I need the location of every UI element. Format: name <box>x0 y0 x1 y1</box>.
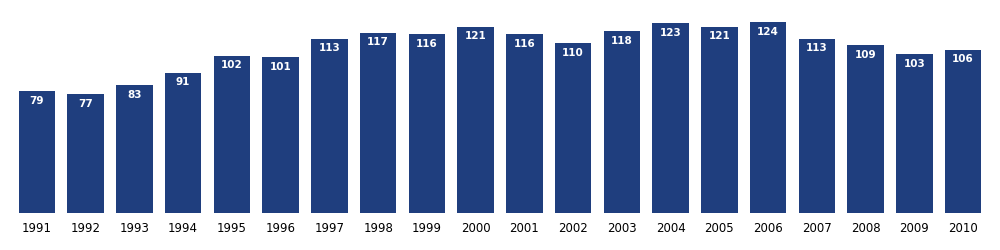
Bar <box>945 50 981 212</box>
Bar <box>165 73 201 212</box>
Bar <box>896 54 933 212</box>
Bar <box>847 45 884 212</box>
Bar <box>360 33 396 212</box>
Text: 113: 113 <box>318 44 340 54</box>
Text: 106: 106 <box>952 54 974 64</box>
Text: 121: 121 <box>465 31 486 41</box>
Bar <box>116 85 153 212</box>
Text: 102: 102 <box>221 60 243 70</box>
Text: 109: 109 <box>855 50 876 59</box>
Bar <box>457 26 494 212</box>
Text: 91: 91 <box>176 77 190 87</box>
Text: 79: 79 <box>30 96 44 106</box>
Bar <box>652 24 689 212</box>
Text: 117: 117 <box>367 37 389 47</box>
Bar <box>409 34 445 212</box>
Text: 113: 113 <box>806 44 828 54</box>
Text: 77: 77 <box>78 99 93 109</box>
Text: 110: 110 <box>562 48 584 58</box>
Text: 118: 118 <box>611 36 633 46</box>
Text: 123: 123 <box>660 28 682 38</box>
Text: 101: 101 <box>270 62 291 72</box>
Bar <box>262 57 299 212</box>
Text: 124: 124 <box>757 26 779 36</box>
Bar <box>750 22 786 212</box>
Text: 116: 116 <box>514 39 535 49</box>
Bar <box>311 39 348 212</box>
Bar <box>19 91 55 212</box>
Text: 116: 116 <box>416 39 438 49</box>
Bar <box>604 31 640 212</box>
Bar <box>214 56 250 212</box>
Bar <box>799 39 835 212</box>
Bar <box>506 34 543 212</box>
Bar <box>555 44 591 212</box>
Text: 103: 103 <box>904 59 925 69</box>
Text: 83: 83 <box>127 90 142 100</box>
Text: 121: 121 <box>709 31 730 41</box>
Bar <box>701 26 738 212</box>
Bar <box>67 94 104 212</box>
